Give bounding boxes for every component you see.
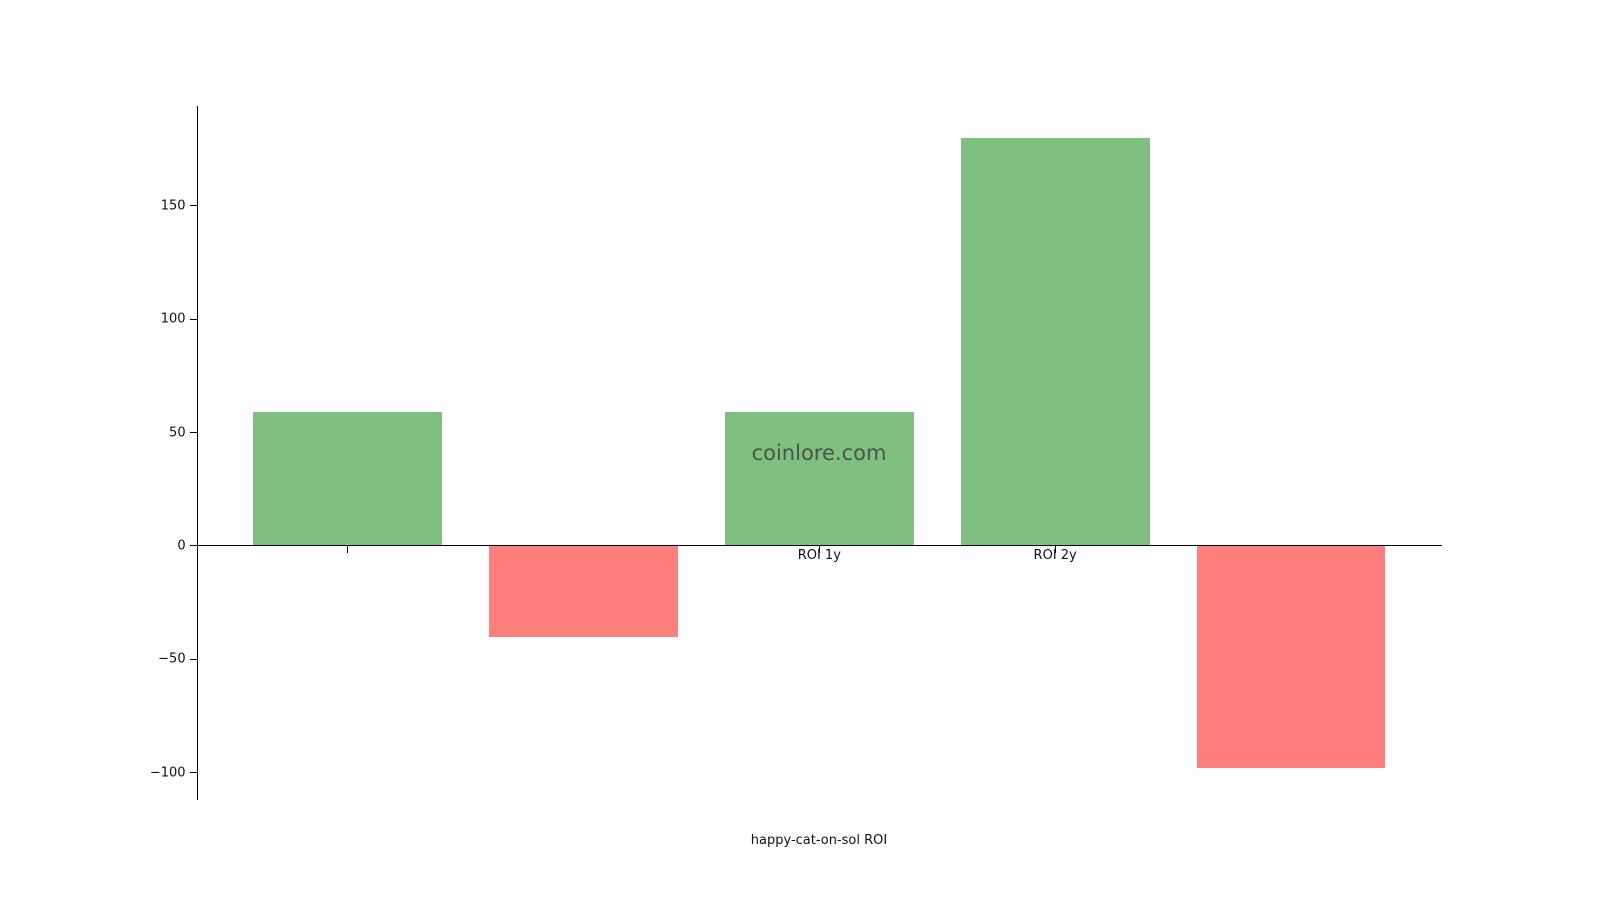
roi-bar-3 (724, 412, 914, 546)
y-tick-mark (189, 772, 197, 774)
y-tick-mark (189, 432, 197, 434)
y-tick-label: 0 (177, 538, 186, 554)
y-tick-mark (189, 318, 197, 320)
roi-bar-4 (960, 137, 1150, 546)
y-axis-spine (196, 106, 198, 800)
y-tick-mark (189, 658, 197, 660)
x-tick-mark (1054, 545, 1056, 553)
x-axis-title: happy-cat-on-sol ROI (750, 833, 888, 848)
y-tick-mark (189, 545, 197, 547)
y-tick-label: −50 (158, 651, 186, 667)
y-tick-label: 100 (160, 311, 186, 327)
y-tick-mark (189, 205, 197, 207)
roi-bar-5 (1196, 545, 1386, 769)
roi-bar-2 (489, 545, 678, 637)
y-tick-label: −100 (149, 765, 186, 781)
roi-bar-1 (253, 412, 442, 546)
x-tick-label: ROI 2y (1033, 547, 1077, 563)
x-tick-mark (347, 545, 349, 553)
y-tick-label: 150 (160, 198, 186, 214)
x-axis-spine (196, 545, 1442, 547)
watermark: coinlore.com (751, 441, 887, 465)
x-tick-label: ROI 1y (797, 547, 841, 563)
y-tick-label: 50 (169, 425, 186, 441)
x-tick-mark (818, 545, 820, 553)
